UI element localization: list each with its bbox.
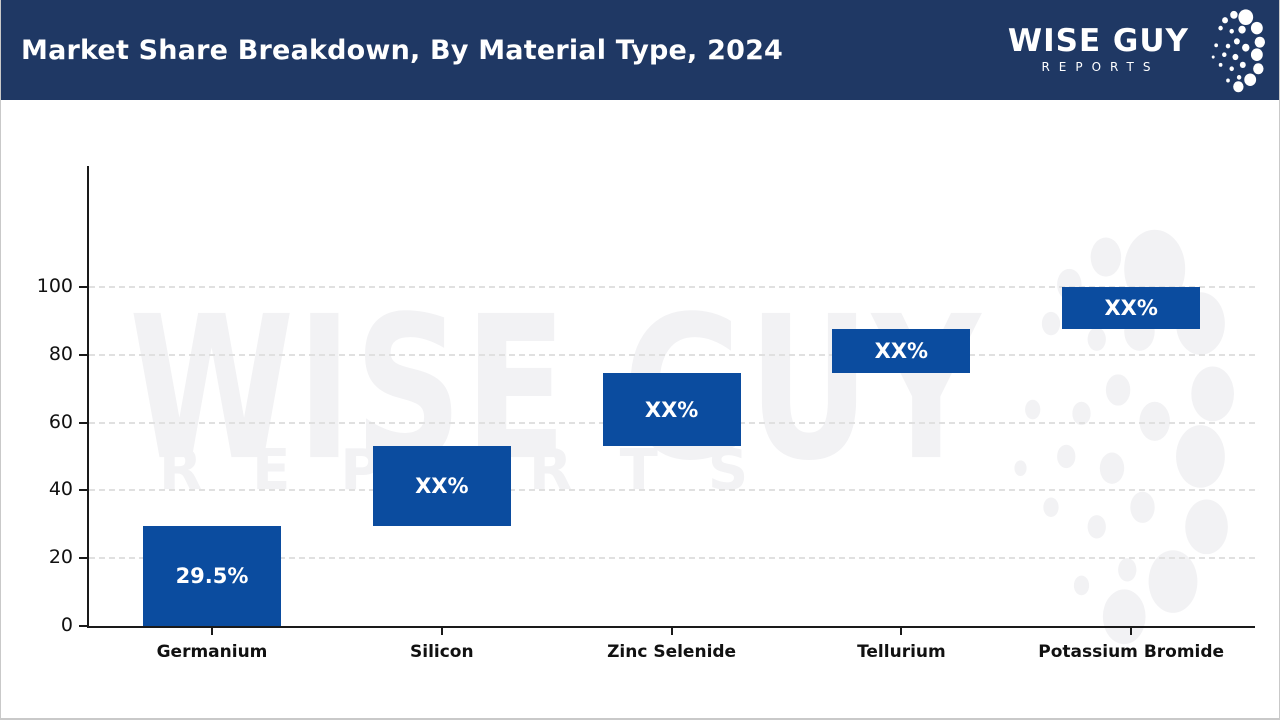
- header: Market Share Breakdown, By Material Type…: [1, 0, 1279, 100]
- y-tick-label: 0: [60, 614, 73, 636]
- bar: XX%: [832, 329, 971, 374]
- plot: 0 20 40 60 80 100 Germanium 29.5% Silicon XX% Zinc…: [1, 100, 1279, 718]
- bar: XX%: [1062, 287, 1201, 330]
- page-title: Market Share Breakdown, By Material Type…: [21, 34, 784, 66]
- gridline: [89, 489, 1255, 492]
- bar-value-label: XX%: [644, 397, 699, 422]
- brand-logo: WISE GUY REPORTS: [1008, 7, 1265, 93]
- y-tick-label: 100: [36, 275, 73, 297]
- x-axis-line: [87, 626, 1255, 628]
- x-tick-label: Silicon: [410, 642, 474, 662]
- x-tick-label: Germanium: [156, 642, 268, 662]
- y-axis-line: [87, 166, 89, 628]
- x-tick-label: Tellurium: [857, 642, 946, 662]
- y-tick-mark: [79, 489, 89, 492]
- gridline: [89, 557, 1255, 560]
- bar: 29.5%: [143, 525, 281, 626]
- x-tick-mark: [900, 628, 903, 635]
- x-tick-label: Potassium Bromide: [1038, 642, 1225, 662]
- logo-wordmark-main: WISE GUY: [1007, 23, 1189, 59]
- gridline: [89, 353, 1255, 356]
- y-tick-label: 40: [48, 478, 73, 501]
- y-tick-mark: [79, 625, 89, 627]
- logo-wordmark: WISE GUY REPORTS: [1007, 23, 1189, 75]
- x-tick-mark: [1130, 628, 1133, 635]
- bar-value-label: XX%: [1104, 296, 1158, 321]
- x-tick-label: Zinc Selenide: [607, 642, 737, 662]
- chart-area: WISE GUY REPORTS 020406080100Germanium29…: [1, 100, 1279, 718]
- y-tick-label: 80: [48, 342, 73, 365]
- bar-value-label: XX%: [415, 474, 469, 499]
- y-tick-mark: [79, 353, 89, 356]
- x-tick-mark: [670, 628, 673, 635]
- bar: XX%: [602, 373, 741, 447]
- y-tick-label: 20: [48, 546, 73, 569]
- gridline: [89, 286, 1255, 288]
- y-tick-mark: [79, 421, 89, 424]
- bar-value-label: 29.5%: [175, 563, 249, 588]
- logo-wordmark-sub: REPORTS: [1041, 60, 1160, 74]
- x-tick-mark: [211, 628, 213, 635]
- y-tick-label: 60: [48, 410, 73, 433]
- y-tick-mark: [79, 286, 89, 288]
- logo-face-dots-icon: [1211, 9, 1265, 93]
- y-tick-mark: [79, 557, 89, 560]
- bar-value-label: XX%: [874, 339, 929, 364]
- bar: XX%: [372, 446, 511, 526]
- x-tick-mark: [440, 628, 443, 635]
